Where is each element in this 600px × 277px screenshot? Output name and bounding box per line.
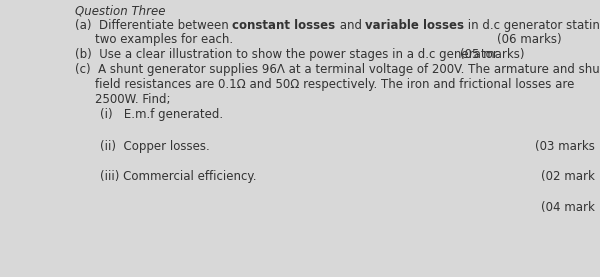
Text: and: and [335,19,365,32]
Text: (03 marks: (03 marks [535,140,595,153]
Text: (ii)  Copper losses.: (ii) Copper losses. [100,140,210,153]
Text: Question Three: Question Three [75,4,166,17]
Text: variable losses: variable losses [365,19,464,32]
Text: (iii) Commercial efficiency.: (iii) Commercial efficiency. [100,170,257,183]
Text: 2500W. Find;: 2500W. Find; [95,93,170,106]
Text: (i)   E.m.f generated.: (i) E.m.f generated. [100,108,223,121]
Text: in d.c generator stating: in d.c generator stating [464,19,600,32]
Text: (c)  A shunt generator supplies 96Λ at a terminal voltage of 200V. The armature : (c) A shunt generator supplies 96Λ at a … [75,63,600,76]
Text: (a)  Differentiate between: (a) Differentiate between [75,19,233,32]
Text: (05 marks): (05 marks) [461,48,525,61]
Text: (02 mark: (02 mark [541,170,595,183]
Text: (04 mark: (04 mark [541,201,595,214]
Text: constant losses: constant losses [233,19,335,32]
Text: (06 marks): (06 marks) [497,33,562,46]
Text: (b)  Use a clear illustration to show the power stages in a d.c generator.: (b) Use a clear illustration to show the… [75,48,500,61]
Text: field resistances are 0.1Ω and 50Ω respectively. The iron and frictional losses : field resistances are 0.1Ω and 50Ω respe… [95,78,574,91]
Text: two examples for each.: two examples for each. [95,33,233,46]
